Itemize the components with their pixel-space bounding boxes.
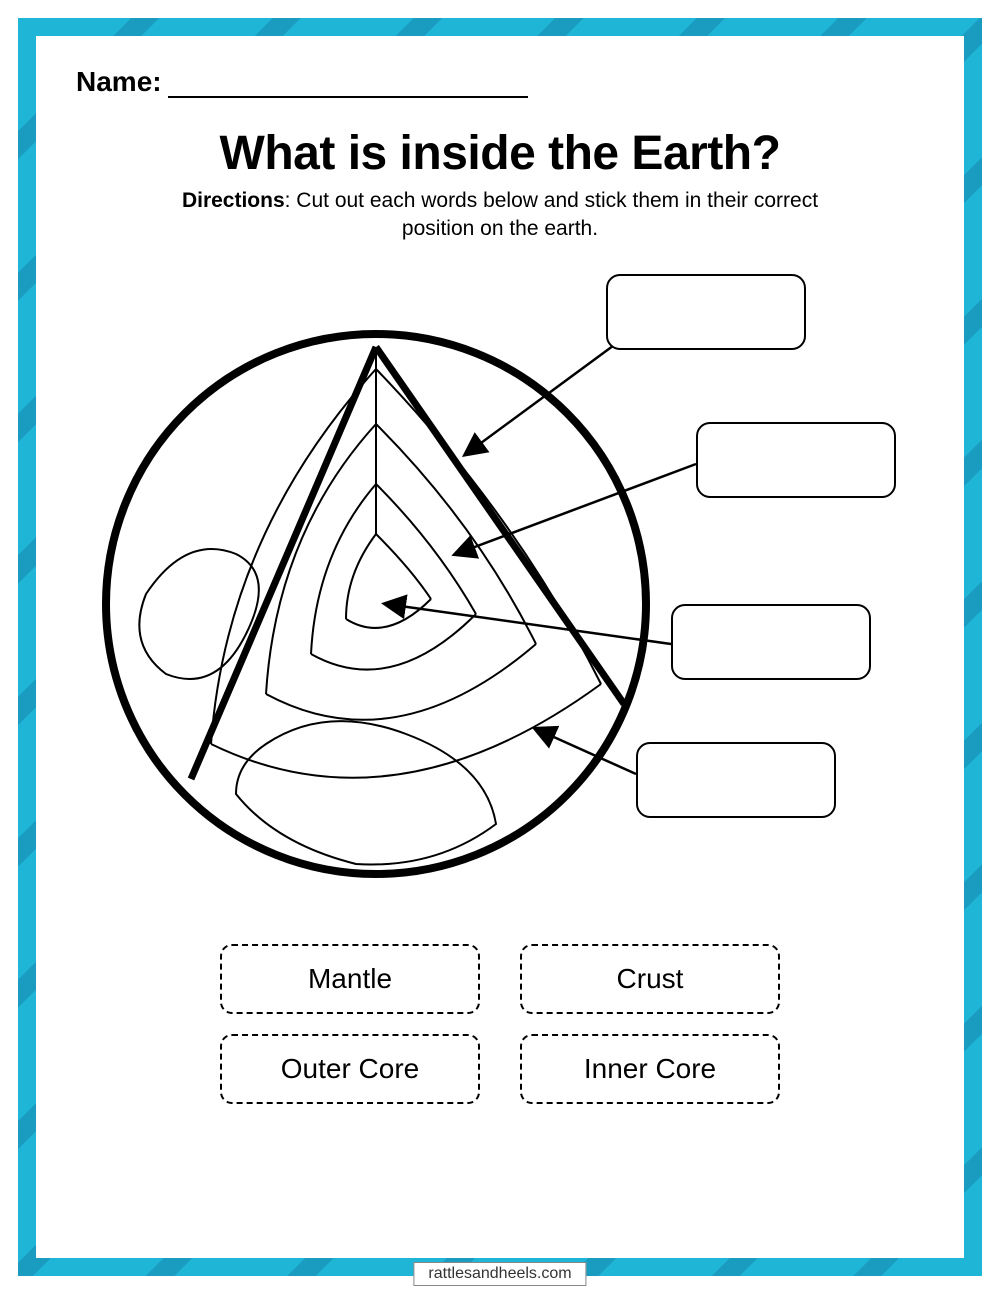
directions-body: : Cut out each words below and stick the… bbox=[285, 189, 818, 240]
cutout-outer-core[interactable]: Outer Core bbox=[220, 1034, 480, 1104]
cutout-grid: Mantle Crust Outer Core Inner Core bbox=[76, 944, 924, 1104]
page-title: What is inside the Earth? bbox=[76, 126, 924, 181]
answer-box-4[interactable] bbox=[636, 742, 836, 818]
cutout-crust[interactable]: Crust bbox=[520, 944, 780, 1014]
answer-box-3[interactable] bbox=[671, 604, 871, 680]
name-input-line[interactable] bbox=[168, 70, 528, 98]
cutout-mantle[interactable]: Mantle bbox=[220, 944, 480, 1014]
cutout-inner-core[interactable]: Inner Core bbox=[520, 1034, 780, 1104]
directions-text: Directions: Cut out each words below and… bbox=[150, 187, 850, 244]
directions-label: Directions bbox=[182, 189, 285, 212]
cutout-label: Inner Core bbox=[584, 1053, 716, 1085]
earth-diagram bbox=[76, 274, 924, 894]
cutout-label: Crust bbox=[617, 963, 684, 995]
name-field-row: Name: bbox=[76, 66, 924, 98]
name-label: Name: bbox=[76, 66, 162, 98]
answer-box-1[interactable] bbox=[606, 274, 806, 350]
answer-box-2[interactable] bbox=[696, 422, 896, 498]
cutout-label: Outer Core bbox=[281, 1053, 420, 1085]
cutout-label: Mantle bbox=[308, 963, 392, 995]
footer-site: rattlesandheels.com bbox=[413, 1262, 586, 1286]
